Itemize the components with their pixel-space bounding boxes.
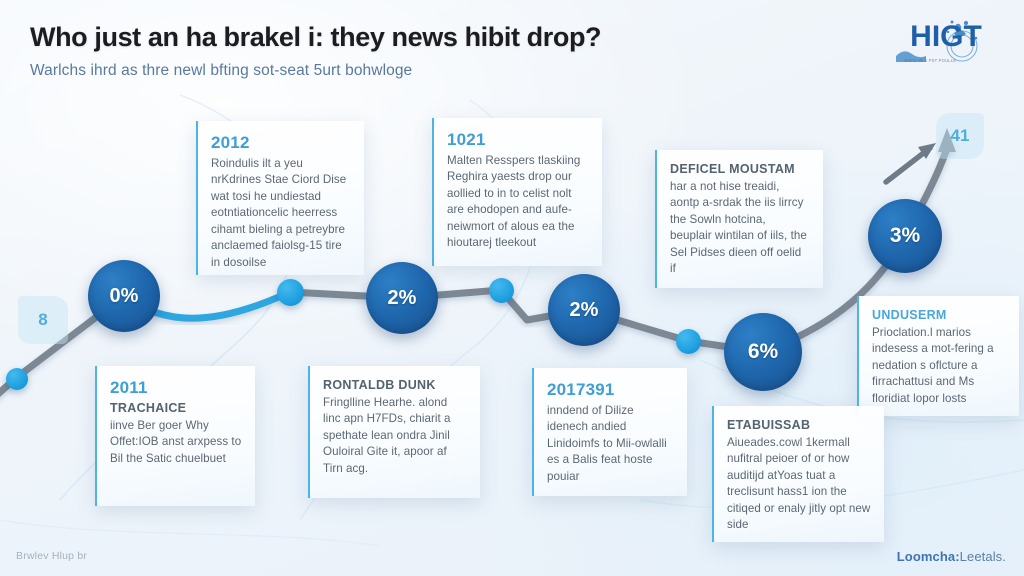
footer-left-text: Brwlev Hlup br (16, 550, 88, 562)
footer-right-rest: Leetals. (959, 549, 1006, 564)
info-card-bottom-4[interactable]: ETABUISSAB Aiueades.cowl 1kermall nufitr… (712, 406, 884, 542)
info-card-bottom-3-body: inndend of Dilize idenech andied Linidoi… (547, 404, 667, 483)
chart-node-2[interactable]: 2% (548, 274, 620, 346)
info-card-top-2-year: 1021 (447, 130, 486, 149)
chart-node-2-label: 2% (569, 298, 599, 321)
info-card-right-1[interactable]: UNDUSERM Prioclation.l marios indesess a… (857, 296, 1019, 416)
info-card-bottom-1-year: 2011 (110, 378, 148, 397)
info-card-top-2[interactable]: 1021 Malten Resspers tlaskiing Reghira y… (432, 118, 602, 266)
pointer-arrow-head-icon (918, 143, 936, 159)
chart-node-4-label: 3% (889, 224, 921, 247)
chart-node-0-label: 0% (109, 284, 139, 307)
brand-logo: HIGT nebrsi shi k PST POULLE (886, 16, 1006, 78)
edge-tag-right: 41 (936, 113, 984, 159)
page-title: Who just an ha brakel i: they news hibit… (30, 22, 602, 52)
info-card-bottom-1-head: TRACHAICE (110, 401, 187, 415)
chart-node-0[interactable]: 0% (88, 260, 160, 332)
info-card-top-3-body: har a not hise treaidi, aontp a-srdak th… (670, 180, 807, 276)
edge-tag-left-label: 8 (38, 310, 48, 329)
water-splash-icon (896, 20, 978, 62)
info-card-bottom-4-body: Aiueades.cowl 1kermall nufitral peioer o… (727, 436, 871, 532)
info-card-bottom-3-year: 2017391 (547, 380, 615, 399)
chart-dot-2[interactable] (489, 278, 514, 303)
pointer-arrow-shaft (883, 145, 933, 185)
header: Who just an ha brakel i: they news hibit… (30, 22, 790, 80)
info-card-bottom-4-head: ETABUISSAB (727, 418, 811, 432)
chart-node-3[interactable]: 6% (724, 313, 802, 391)
chart-node-3-label: 6% (747, 340, 779, 363)
info-card-bottom-2-body: Fringlline Hearhe. alond linc apn H7FDs,… (323, 396, 451, 475)
info-card-top-1-body: Roindulis ilt a yeu nrKdrines Stae Ciord… (211, 157, 347, 269)
chart-node-1-label: 2% (387, 286, 417, 309)
edge-tag-left: 8 (18, 296, 68, 344)
info-card-bottom-1-body: iinve Ber goer Why Offet:IOB anst arxpes… (110, 419, 242, 465)
chart-dot-1[interactable] (277, 279, 304, 306)
edge-tag-right-label: 41 (950, 126, 970, 145)
info-card-top-1[interactable]: 2012 Roindulis ilt a yeu nrKdrines Stae … (196, 121, 364, 275)
info-card-top-3[interactable]: DEFICEL MOUSTAM har a not hise treaidi, … (655, 150, 823, 288)
info-card-top-1-year: 2012 (211, 133, 250, 152)
chart-dot-0[interactable] (6, 368, 28, 390)
info-card-top-2-body: Malten Resspers tlaskiing Reghira yaests… (447, 154, 581, 250)
page-subtitle: Warlchs ihrd as thre newl bfting sot-sea… (30, 62, 413, 80)
footer-right-bold: Loomcha: (896, 549, 960, 564)
info-card-bottom-2[interactable]: RONTALDB DUNK Fringlline Hearhe. alond l… (308, 366, 480, 498)
chart-dot-3[interactable] (676, 329, 701, 354)
chart-node-1[interactable]: 2% (366, 262, 438, 334)
info-card-bottom-2-head: RONTALDB DUNK (323, 378, 436, 392)
info-card-bottom-3[interactable]: 2017391 inndend of Dilize idenech andied… (532, 368, 687, 496)
info-card-right-1-head: UNDUSERM (872, 308, 947, 322)
footer-right-text: Loomcha:Leetals. (897, 549, 1006, 564)
info-card-top-3-head: DEFICEL MOUSTAM (670, 162, 795, 176)
logo-wordmark: HIGT (910, 20, 982, 53)
chart-node-4[interactable]: 3% (868, 199, 942, 273)
info-card-bottom-1[interactable]: 2011 TRACHAICE iinve Ber goer Why Offet:… (95, 366, 255, 506)
info-card-right-1-body: Prioclation.l marios indesess a mot-feri… (872, 326, 994, 405)
logo-tagline: nebrsi shi k PST POULLE (903, 58, 957, 63)
